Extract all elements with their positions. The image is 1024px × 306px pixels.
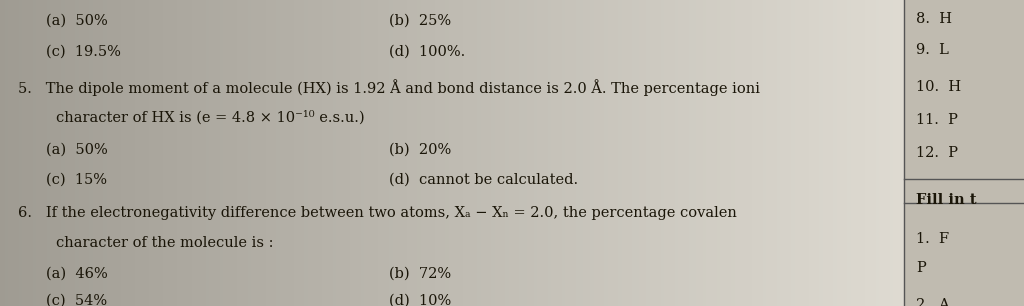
Bar — [904, 0, 1024, 306]
Text: (b)  20%: (b) 20% — [389, 142, 452, 156]
Text: character of the molecule is :: character of the molecule is : — [56, 236, 273, 250]
Text: 8.  H: 8. H — [916, 12, 952, 26]
Text: (a)  46%: (a) 46% — [46, 266, 108, 280]
Text: 9.  L: 9. L — [916, 43, 949, 58]
Text: (b)  72%: (b) 72% — [389, 266, 452, 280]
Text: Fill in t: Fill in t — [916, 193, 977, 207]
Text: 6.   If the electronegativity difference between two atoms, Xₐ − Xₙ = 2.0, the p: 6. If the electronegativity difference b… — [18, 206, 737, 220]
Text: (c)  54%: (c) 54% — [46, 294, 108, 306]
Text: (b)  25%: (b) 25% — [389, 14, 452, 28]
Text: 10.  H: 10. H — [916, 80, 962, 94]
Text: 5.   The dipole moment of a molecule (HX) is 1.92 Å and bond distance is 2.0 Å. : 5. The dipole moment of a molecule (HX) … — [18, 79, 761, 96]
Text: 11.  P: 11. P — [916, 113, 958, 127]
Text: 2.  A: 2. A — [916, 298, 950, 306]
Text: P: P — [916, 261, 927, 275]
Text: (d)  100%.: (d) 100%. — [389, 44, 465, 58]
Text: (d)  10%: (d) 10% — [389, 294, 452, 306]
Text: (a)  50%: (a) 50% — [46, 142, 108, 156]
Text: (d)  cannot be calculated.: (d) cannot be calculated. — [389, 173, 579, 187]
Text: (a)  50%: (a) 50% — [46, 14, 108, 28]
Text: (c)  15%: (c) 15% — [46, 173, 108, 187]
Text: character of HX is (e = 4.8 × 10⁻¹⁰ e.s.u.): character of HX is (e = 4.8 × 10⁻¹⁰ e.s.… — [56, 111, 365, 125]
Text: (c)  19.5%: (c) 19.5% — [46, 44, 121, 58]
Text: 12.  P: 12. P — [916, 146, 958, 160]
Text: 1.  F: 1. F — [916, 232, 949, 246]
